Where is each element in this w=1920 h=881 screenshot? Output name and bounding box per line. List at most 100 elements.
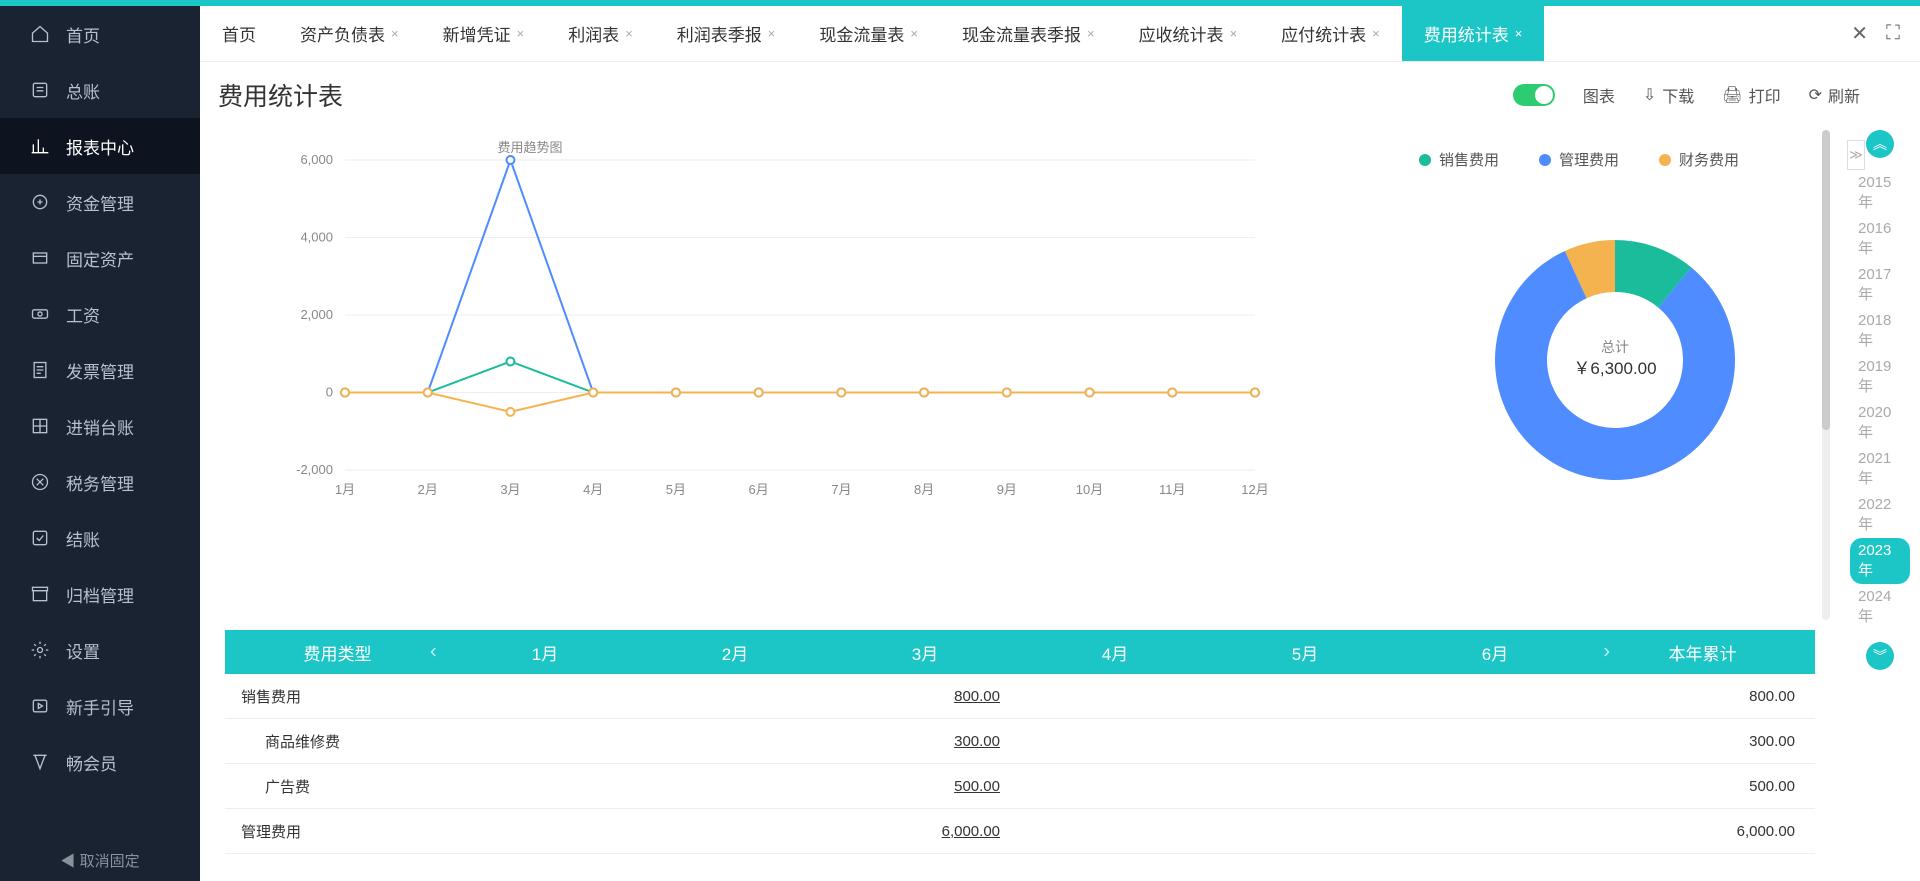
svg-text:11月: 11月	[1159, 482, 1186, 497]
year-option[interactable]: 2022年	[1850, 492, 1910, 538]
tab-5[interactable]: 现金流量表 ×	[797, 6, 940, 61]
year-option[interactable]: 2023年	[1850, 538, 1910, 584]
cell-total: 300.00	[1590, 733, 1815, 750]
sidebar-unpin[interactable]: ◀ 取消固定	[0, 850, 200, 871]
sidebar-item-invoice[interactable]: 发票管理	[0, 342, 200, 398]
sidebar-item-salary[interactable]: 工资	[0, 286, 200, 342]
tab-close-icon[interactable]: ×	[1230, 26, 1238, 41]
tab-0[interactable]: 首页	[200, 6, 278, 61]
year-option[interactable]: 2015年	[1850, 170, 1910, 216]
sidebar-item-close[interactable]: 结账	[0, 510, 200, 566]
svg-text:-2,000: -2,000	[296, 462, 333, 477]
year-option[interactable]: 2018年	[1850, 308, 1910, 354]
table-row: 销售费用800.00800.00	[225, 674, 1815, 719]
tab-close-icon[interactable]: ×	[517, 26, 525, 41]
sidebar-item-label: 发票管理	[66, 358, 134, 383]
table-next-icon[interactable]: ›	[1603, 641, 1610, 664]
vertical-scrollbar[interactable]	[1822, 130, 1830, 620]
tab-label: 费用统计表	[1424, 21, 1509, 46]
close-icon	[28, 528, 52, 548]
table-row: 广告费 500.00 500.00	[225, 764, 1815, 809]
year-option[interactable]: 2016年	[1850, 216, 1910, 262]
print-button[interactable]: 🖨打印	[1722, 83, 1780, 107]
chart-toggle[interactable]	[1513, 84, 1555, 106]
tab-label: 新增凭证	[443, 21, 511, 46]
svg-text:5月: 5月	[666, 482, 686, 497]
tab-4[interactable]: 利润表季报 ×	[655, 6, 798, 61]
tab-7[interactable]: 应收统计表×	[1117, 6, 1260, 61]
close-all-tabs-icon[interactable]: ✕	[1851, 21, 1868, 46]
sidebar-item-label: 进销台账	[66, 414, 134, 439]
cell-value[interactable]: 500.00	[830, 778, 1020, 795]
sidebar-item-guide[interactable]: 新手引导	[0, 678, 200, 734]
tab-close-icon[interactable]: ×	[625, 26, 633, 41]
svg-text:销售费用: 销售费用	[1439, 152, 1499, 169]
cell-total: 500.00	[1590, 778, 1815, 795]
svg-text:1月: 1月	[335, 482, 355, 497]
sidebar-item-settings[interactable]: 设置	[0, 622, 200, 678]
table-row: 商品维修费300.00300.00	[225, 719, 1815, 764]
tab-close-icon[interactable]: ×	[391, 26, 399, 41]
year-scroll-down-icon[interactable]: ︾	[1866, 642, 1894, 670]
download-icon: ⇩	[1643, 85, 1656, 105]
tab-label: 首页	[222, 21, 256, 46]
home-icon	[28, 24, 52, 44]
tab-label: 应付统计表	[1281, 21, 1366, 46]
refresh-button[interactable]: ⟳刷新	[1809, 83, 1860, 107]
svg-text:4月: 4月	[583, 482, 603, 497]
inventory-icon	[28, 416, 52, 436]
sidebar-item-label: 报表中心	[66, 134, 134, 159]
tab-close-icon[interactable]: ×	[1515, 26, 1523, 41]
row-label: 广告费	[225, 776, 450, 797]
tab-close-icon[interactable]: ×	[768, 26, 776, 41]
ledger-icon	[28, 80, 52, 100]
col-header-month: 2月	[640, 640, 830, 665]
sidebar-item-asset[interactable]: 固定资产	[0, 230, 200, 286]
sidebar-item-archive[interactable]: 归档管理	[0, 566, 200, 622]
table-prev-icon[interactable]: ‹	[430, 641, 437, 664]
sidebar-item-report[interactable]: 报表中心	[0, 118, 200, 174]
tab-8[interactable]: 应付统计表 ×	[1259, 6, 1402, 61]
tab-2[interactable]: 新增凭证 ×	[421, 6, 547, 61]
col-header-month: 3月	[830, 640, 1020, 665]
sidebar-item-label: 归档管理	[66, 582, 134, 607]
download-button[interactable]: ⇩下载	[1643, 83, 1694, 107]
svg-text:3月: 3月	[500, 482, 520, 497]
tab-9[interactable]: 费用统计表 ×	[1402, 6, 1545, 61]
sidebar-item-vip[interactable]: 畅会员	[0, 734, 200, 790]
year-scroll-up-icon[interactable]: ︽	[1866, 130, 1894, 158]
sidebar-item-home[interactable]: 首页	[0, 6, 200, 62]
cell-value[interactable]: 300.00	[830, 733, 1020, 750]
table-row: 管理费用6,000.006,000.00	[225, 809, 1815, 854]
year-option[interactable]: 2020年	[1850, 400, 1910, 446]
tab-close-icon[interactable]: ×	[1087, 26, 1095, 41]
asset-icon	[28, 248, 52, 268]
sidebar: 首页总账报表中心资金管理固定资产工资发票管理进销台账税务管理结账归档管理设置新手…	[0, 6, 200, 881]
tab-6[interactable]: 现金流量表季报×	[940, 6, 1117, 61]
sidebar-item-tax[interactable]: 税务管理	[0, 454, 200, 510]
sidebar-item-fund[interactable]: 资金管理	[0, 174, 200, 230]
sidebar-item-ledger[interactable]: 总账	[0, 62, 200, 118]
guide-icon	[28, 696, 52, 716]
tab-close-icon[interactable]: ×	[910, 26, 918, 41]
tab-label: 现金流量表	[819, 21, 904, 46]
year-option[interactable]: 2024年	[1850, 584, 1910, 630]
tab-1[interactable]: 资产负债表×	[278, 6, 421, 61]
sidebar-item-label: 首页	[66, 22, 100, 47]
row-label: 销售费用	[225, 686, 450, 707]
col-header-month: 5月	[1210, 640, 1400, 665]
fullscreen-icon[interactable]: ⛶	[1886, 22, 1900, 45]
svg-text:12月: 12月	[1241, 482, 1268, 497]
cell-value[interactable]: 800.00	[830, 688, 1020, 705]
sidebar-item-inventory[interactable]: 进销台账	[0, 398, 200, 454]
svg-text:9月: 9月	[997, 482, 1017, 497]
col-header-total: 本年累计	[1590, 640, 1815, 665]
tab-close-icon[interactable]: ×	[1372, 26, 1380, 41]
year-option[interactable]: 2017年	[1850, 262, 1910, 308]
tab-label: 利润表季报	[677, 21, 762, 46]
year-option[interactable]: 2021年	[1850, 446, 1910, 492]
tabs-bar: 首页资产负债表×新增凭证×利润表×利润表季报×现金流量表×现金流量表季报×应收统…	[200, 6, 1920, 62]
cell-value[interactable]: 6,000.00	[830, 823, 1020, 840]
tab-3[interactable]: 利润表×	[546, 6, 655, 61]
year-option[interactable]: 2019年	[1850, 354, 1910, 400]
